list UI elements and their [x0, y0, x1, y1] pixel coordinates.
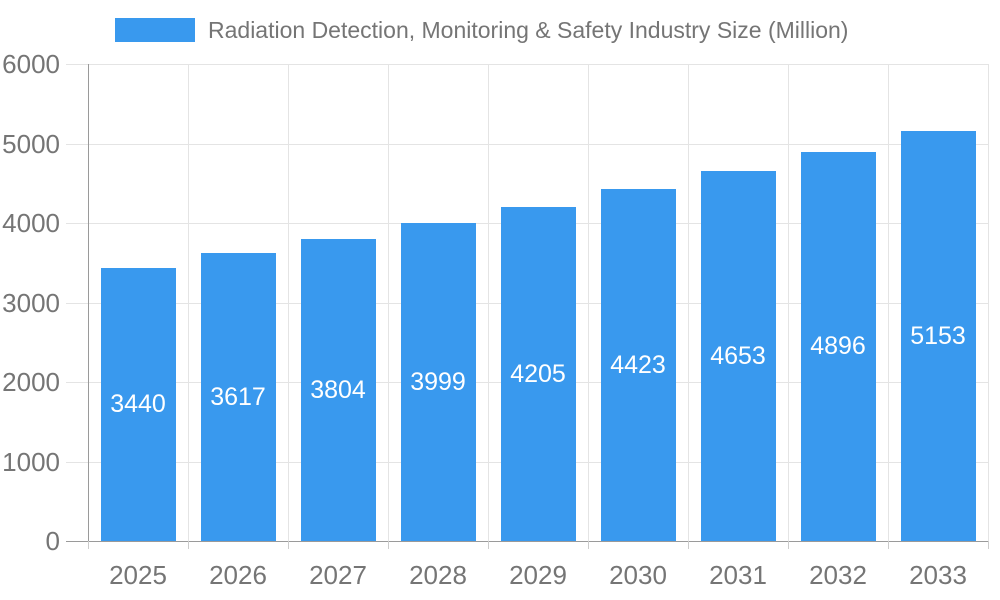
x-gridline [688, 64, 689, 541]
bar[interactable] [300, 238, 376, 541]
y-axis-tick-label: 4000 [2, 208, 60, 238]
x-axis-tick [588, 541, 589, 549]
bar-value-label: 3999 [410, 368, 466, 397]
x-axis-tick [288, 541, 289, 549]
x-axis-line [66, 541, 988, 542]
y-axis-tick-label: 1000 [2, 446, 60, 477]
x-axis-category-label: 2031 [709, 560, 767, 590]
bar-value-label: 3440 [110, 390, 166, 419]
y-axis-tick-label: 6000 [2, 49, 60, 79]
x-axis-tick [88, 541, 89, 549]
y-axis-tick-label: 5000 [2, 128, 60, 159]
bar-value-label: 3617 [210, 383, 266, 412]
bar[interactable] [400, 223, 476, 541]
x-axis-category-label: 2025 [109, 560, 167, 590]
x-axis-tick [788, 541, 789, 549]
bar-value-label: 3804 [310, 375, 366, 404]
x-gridline [488, 64, 489, 541]
y-gridline [66, 64, 988, 65]
x-axis-category-label: 2028 [409, 560, 467, 590]
x-gridline [888, 64, 889, 541]
bar[interactable] [100, 267, 176, 541]
bar-value-label: 4205 [510, 359, 566, 388]
x-axis-tick [988, 541, 989, 549]
x-axis-tick [688, 541, 689, 549]
x-axis-tick [888, 541, 889, 549]
x-axis-category-label: 2032 [809, 560, 867, 590]
y-axis-tick-label: 0 [45, 526, 60, 556]
x-gridline [288, 64, 289, 541]
x-axis-tick [388, 541, 389, 549]
bar[interactable] [800, 151, 876, 541]
x-axis-tick [488, 541, 489, 549]
plot-area: 0 1000 2000 3000 4000 5000 6000 3440 2025 3617 202… [2, 49, 989, 590]
bar[interactable] [600, 189, 676, 541]
y-axis-tick-label: 2000 [2, 367, 60, 397]
x-axis-tick [188, 541, 189, 549]
bar-value-label: 4653 [710, 342, 766, 371]
bar[interactable] [900, 131, 976, 541]
bar-value-label: 4896 [810, 332, 866, 361]
x-axis-category-label: 2033 [909, 560, 967, 590]
bar[interactable] [700, 171, 776, 541]
x-axis-category-label: 2029 [509, 560, 567, 590]
bar-value-label: 5153 [910, 322, 966, 351]
y-axis-line [88, 64, 89, 541]
x-axis-category-label: 2030 [609, 560, 667, 590]
x-axis-category-label: 2026 [209, 560, 267, 590]
bar[interactable] [200, 253, 276, 541]
x-gridline [588, 64, 589, 541]
x-gridline [388, 64, 389, 541]
y-gridline [66, 143, 988, 145]
x-gridline [788, 64, 789, 541]
x-axis-category-label: 2027 [309, 560, 367, 590]
legend-label: Radiation Detection, Monitoring & Safety… [208, 17, 849, 43]
legend-swatch-icon [115, 18, 195, 42]
y-axis-tick-label: 3000 [2, 287, 60, 318]
x-gridline [188, 64, 189, 541]
bar[interactable] [500, 206, 576, 541]
legend[interactable]: Radiation Detection, Monitoring & Safety… [115, 18, 848, 42]
bar-value-label: 4423 [610, 351, 666, 380]
x-gridline [988, 64, 989, 541]
